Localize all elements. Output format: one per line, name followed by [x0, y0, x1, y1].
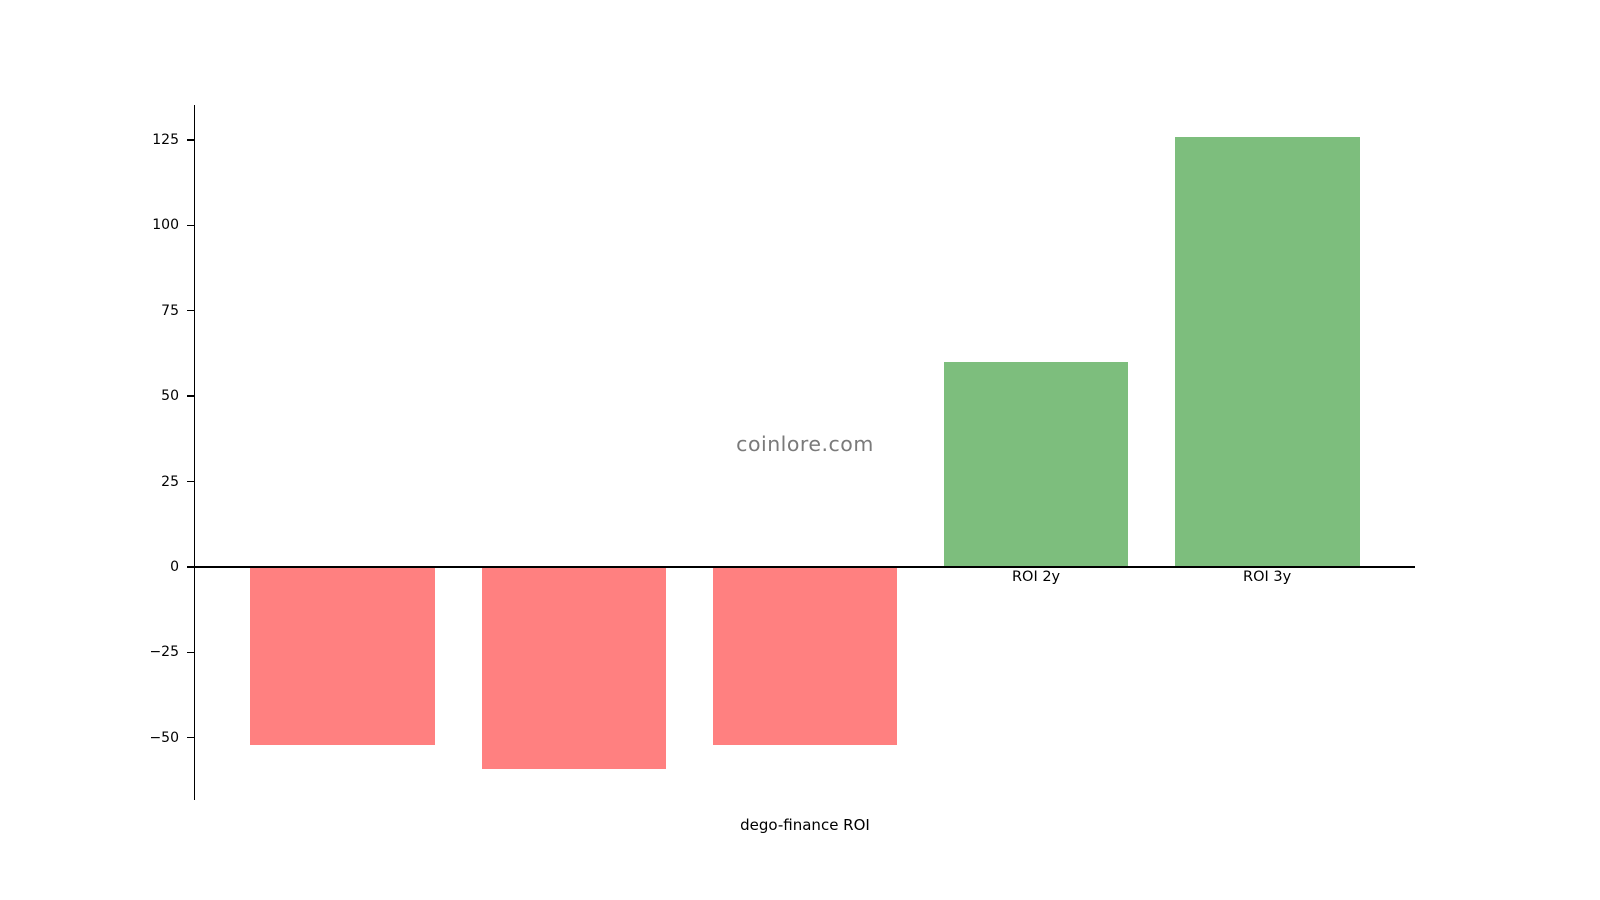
y-tick-label: 0: [170, 558, 179, 575]
y-tick-mark: [186, 480, 194, 483]
bar-negative: [712, 567, 898, 746]
y-tick-label: 75: [161, 302, 179, 319]
y-tick-label: 125: [152, 132, 179, 148]
bar-positive: [1174, 136, 1360, 567]
y-tick-mark: [186, 566, 194, 568]
plot-area: coinlore.com 125 100 75 50 25 0 −25 −50 ROI 2y RO…: [149, 105, 1415, 800]
bar-category-label: ROI 2y: [1011, 568, 1061, 585]
y-tick-mark: [186, 310, 194, 312]
y-tick-label: 50: [161, 388, 179, 405]
y-tick-label: −25: [149, 644, 179, 661]
y-tick-mark: [186, 651, 194, 653]
y-tick-label: −50: [149, 729, 179, 746]
y-tick-mark: [186, 736, 194, 739]
y-tick-mark: [186, 139, 194, 141]
bar-positive: [943, 361, 1129, 567]
y-tick-label: 100: [152, 217, 179, 234]
watermark: coinlore.com: [736, 432, 874, 456]
x-axis-title: dego-finance ROI: [740, 816, 870, 834]
y-axis-spine: [193, 105, 195, 800]
bar-negative: [250, 567, 436, 746]
bar-negative: [481, 567, 667, 770]
zero-axis-line: [195, 566, 1415, 568]
bar-category-label: ROI 3y: [1243, 568, 1292, 585]
y-tick-label: 25: [161, 473, 179, 490]
y-tick-mark: [186, 395, 194, 397]
y-tick-mark: [186, 224, 194, 227]
